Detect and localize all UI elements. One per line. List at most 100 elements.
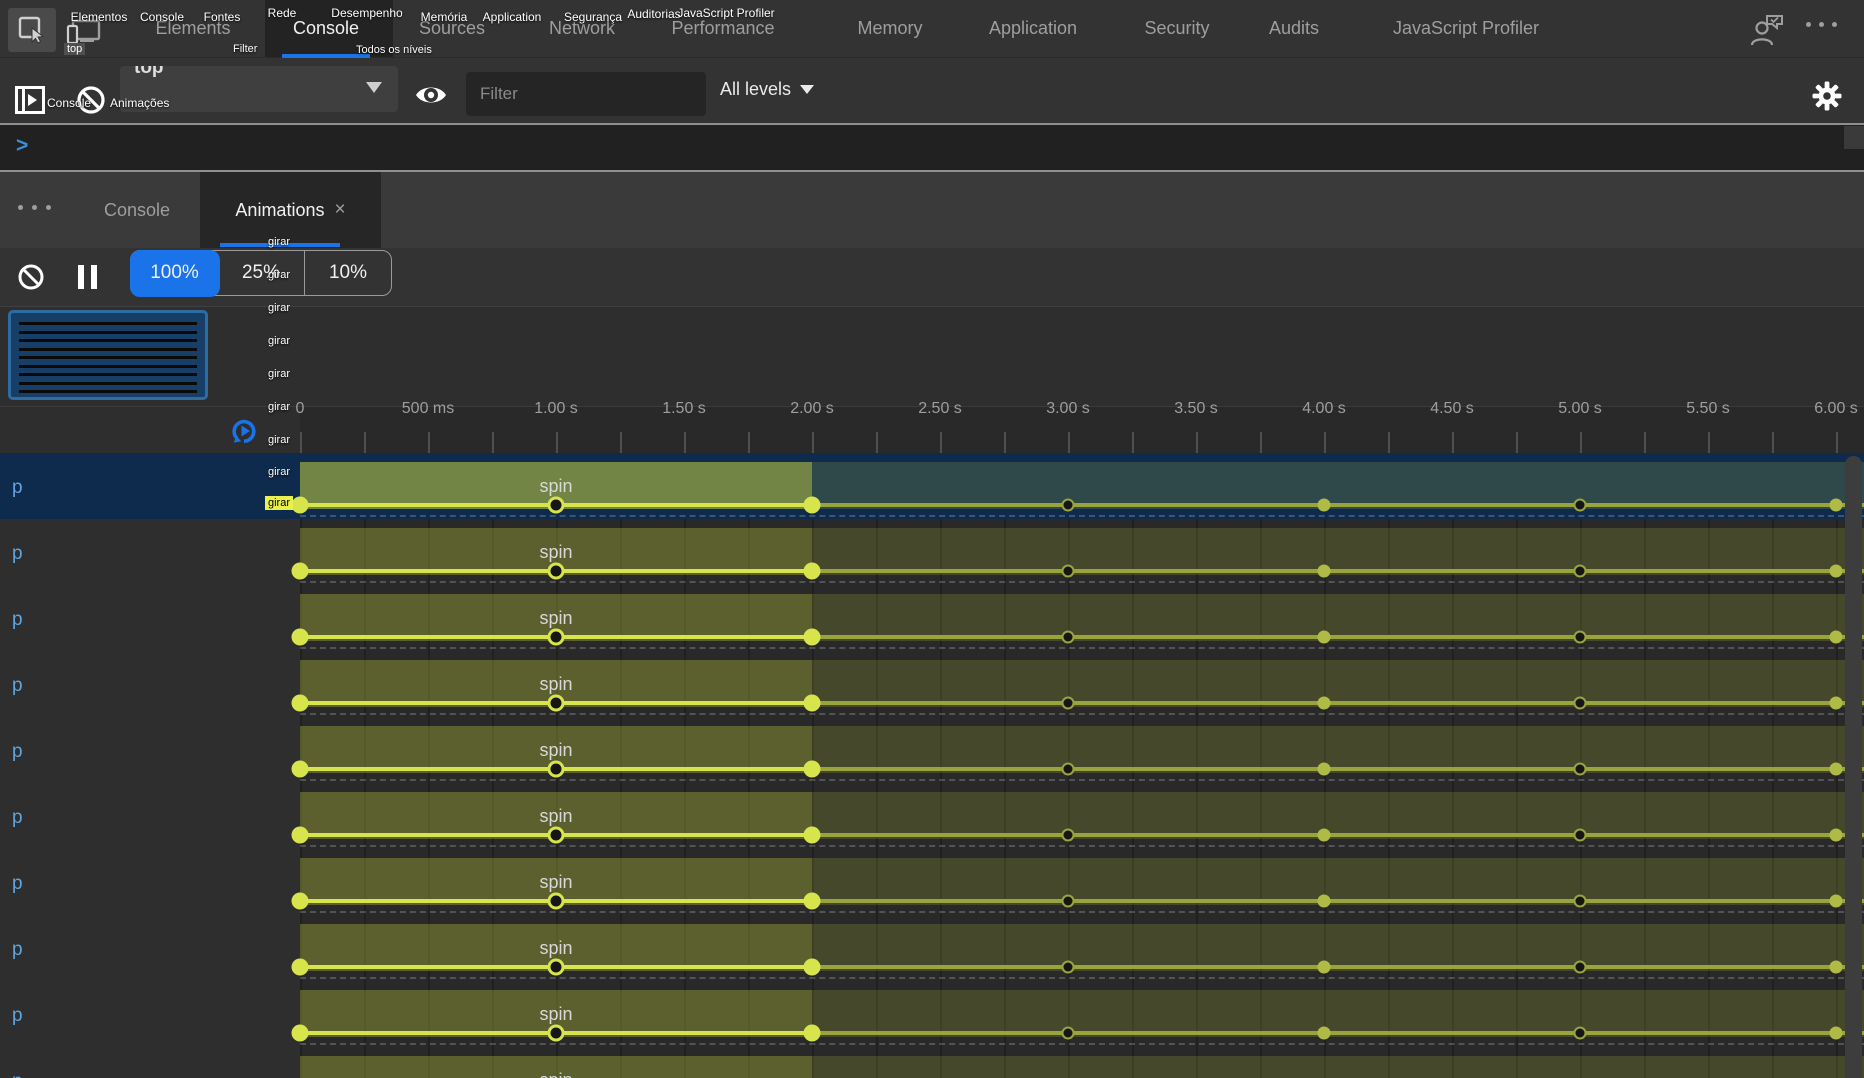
keyframe-point-solid[interactable] (803, 826, 821, 844)
keyframe-point-solid[interactable] (803, 628, 821, 646)
keyframe-point-solid[interactable] (1317, 894, 1331, 908)
keyframe-point-hollow[interactable] (547, 1024, 565, 1042)
javascript-context-dropdown[interactable]: top (120, 66, 398, 112)
tab-network[interactable]: Network (548, 18, 616, 38)
live-expression-eye-button[interactable] (414, 83, 448, 107)
keyframe-point-solid[interactable] (1317, 498, 1331, 512)
speed-button-10[interactable]: 10% (304, 251, 391, 295)
keyframe-point-solid[interactable] (1829, 564, 1843, 578)
keyframe-point-hollow[interactable] (547, 958, 565, 976)
device-toolbar-button[interactable] (62, 16, 106, 50)
row-node-selector[interactable]: p (12, 543, 23, 564)
row-node-selector[interactable]: p (12, 675, 23, 696)
inspect-element-button[interactable] (8, 8, 56, 52)
keyframe-point-solid[interactable] (291, 496, 309, 514)
keyframe-point-solid[interactable] (1829, 696, 1843, 710)
more-options-button[interactable] (1806, 22, 1837, 27)
tab-elements[interactable]: Elements (155, 18, 231, 38)
close-icon[interactable]: × (334, 199, 346, 220)
row-node-selector[interactable]: p (12, 807, 23, 828)
drawer-tab-console[interactable]: Console (92, 172, 182, 248)
console-settings-button[interactable] (1812, 81, 1842, 111)
keyframe-point-solid[interactable] (291, 562, 309, 580)
tab-performance[interactable]: Performance (671, 18, 775, 38)
keyframe-point-solid[interactable] (1317, 762, 1331, 776)
keyframe-point-solid[interactable] (291, 892, 309, 910)
keyframe-point-solid[interactable] (291, 760, 309, 778)
keyframe-point-solid[interactable] (803, 760, 821, 778)
tab-application[interactable]: Application (988, 18, 1078, 38)
keyframe-point-solid[interactable] (803, 892, 821, 910)
keyframe-point-hollow[interactable] (1573, 828, 1587, 842)
keyframe-point-solid[interactable] (803, 562, 821, 580)
clear-console-button[interactable] (76, 85, 106, 115)
row-node-selector[interactable]: p (12, 939, 23, 960)
keyframe-point-solid[interactable] (1829, 894, 1843, 908)
keyframe-point-hollow[interactable] (547, 562, 565, 580)
keyframe-point-solid[interactable] (291, 958, 309, 976)
tab-security[interactable]: Security (1144, 18, 1210, 38)
keyframe-point-solid[interactable] (1317, 696, 1331, 710)
tab-javascript-profiler[interactable]: JavaScript Profiler (1392, 18, 1540, 38)
drawer-tab-animations[interactable]: Animations × (200, 172, 381, 248)
keyframe-point-solid[interactable] (803, 496, 821, 514)
keyframe-point-hollow[interactable] (1061, 828, 1075, 842)
keyframe-point-hollow[interactable] (547, 760, 565, 778)
row-node-selector[interactable]: p (12, 741, 23, 762)
speed-button-25[interactable]: 25% (241, 262, 281, 283)
keyframe-point-solid[interactable] (1829, 960, 1843, 974)
keyframe-point-hollow[interactable] (1061, 696, 1075, 710)
replay-timeline-button[interactable] (230, 417, 258, 445)
keyframe-point-hollow[interactable] (547, 826, 565, 844)
keyframe-point-solid[interactable] (291, 826, 309, 844)
keyframe-point-hollow[interactable] (1061, 564, 1075, 578)
console-prompt-row[interactable]: > (0, 125, 1864, 172)
keyframe-point-solid[interactable] (291, 628, 309, 646)
row-node-selector[interactable]: p (12, 1071, 23, 1078)
keyframe-point-solid[interactable] (1829, 762, 1843, 776)
keyframe-point-solid[interactable] (1829, 630, 1843, 644)
keyframe-point-solid[interactable] (1317, 564, 1331, 578)
feedback-button[interactable] (1750, 14, 1784, 46)
tab-console[interactable]: Console (292, 18, 360, 38)
keyframe-point-solid[interactable] (803, 1024, 821, 1042)
keyframe-point-hollow[interactable] (1061, 960, 1075, 974)
tab-sources[interactable]: Sources (418, 18, 486, 38)
keyframe-point-solid[interactable] (1317, 1026, 1331, 1040)
keyframe-point-hollow[interactable] (547, 628, 565, 646)
drawer-overflow-menu-button[interactable] (18, 205, 51, 210)
keyframe-point-hollow[interactable] (1061, 1026, 1075, 1040)
keyframe-point-hollow[interactable] (1573, 630, 1587, 644)
log-levels-dropdown[interactable]: All levels (720, 79, 815, 100)
keyframe-point-solid[interactable] (1829, 828, 1843, 842)
pause-all-animations-button[interactable] (78, 265, 97, 289)
keyframe-point-hollow[interactable] (547, 496, 565, 514)
keyframe-point-hollow[interactable] (1573, 960, 1587, 974)
keyframe-point-solid[interactable] (291, 694, 309, 712)
keyframe-point-hollow[interactable] (1573, 564, 1587, 578)
keyframe-point-solid[interactable] (1317, 630, 1331, 644)
speed-button-100[interactable]: 100% (129, 249, 220, 297)
keyframe-point-solid[interactable] (1317, 828, 1331, 842)
keyframe-point-hollow[interactable] (1573, 1026, 1587, 1040)
console-filter-input[interactable] (466, 72, 706, 116)
keyframe-point-hollow[interactable] (547, 892, 565, 910)
keyframe-point-solid[interactable] (803, 694, 821, 712)
node-preview-thumbnail[interactable] (8, 310, 208, 400)
keyframe-point-solid[interactable] (1829, 498, 1843, 512)
row-node-selector[interactable]: p (12, 1005, 23, 1026)
row-node-selector[interactable]: p (12, 477, 23, 498)
keyframe-point-hollow[interactable] (1061, 762, 1075, 776)
keyframe-point-solid[interactable] (1829, 1026, 1843, 1040)
tab-memory[interactable]: Memory (857, 18, 923, 38)
keyframe-point-hollow[interactable] (1061, 498, 1075, 512)
row-node-selector[interactable]: p (12, 873, 23, 894)
vertical-scrollbar-thumb[interactable] (1845, 456, 1862, 1078)
keyframe-point-hollow[interactable] (547, 694, 565, 712)
keyframe-point-hollow[interactable] (1573, 894, 1587, 908)
clear-all-animations-button[interactable] (17, 263, 45, 291)
tab-audits[interactable]: Audits (1268, 18, 1320, 38)
keyframe-point-solid[interactable] (803, 958, 821, 976)
keyframe-point-hollow[interactable] (1061, 894, 1075, 908)
keyframe-point-solid[interactable] (291, 1024, 309, 1042)
